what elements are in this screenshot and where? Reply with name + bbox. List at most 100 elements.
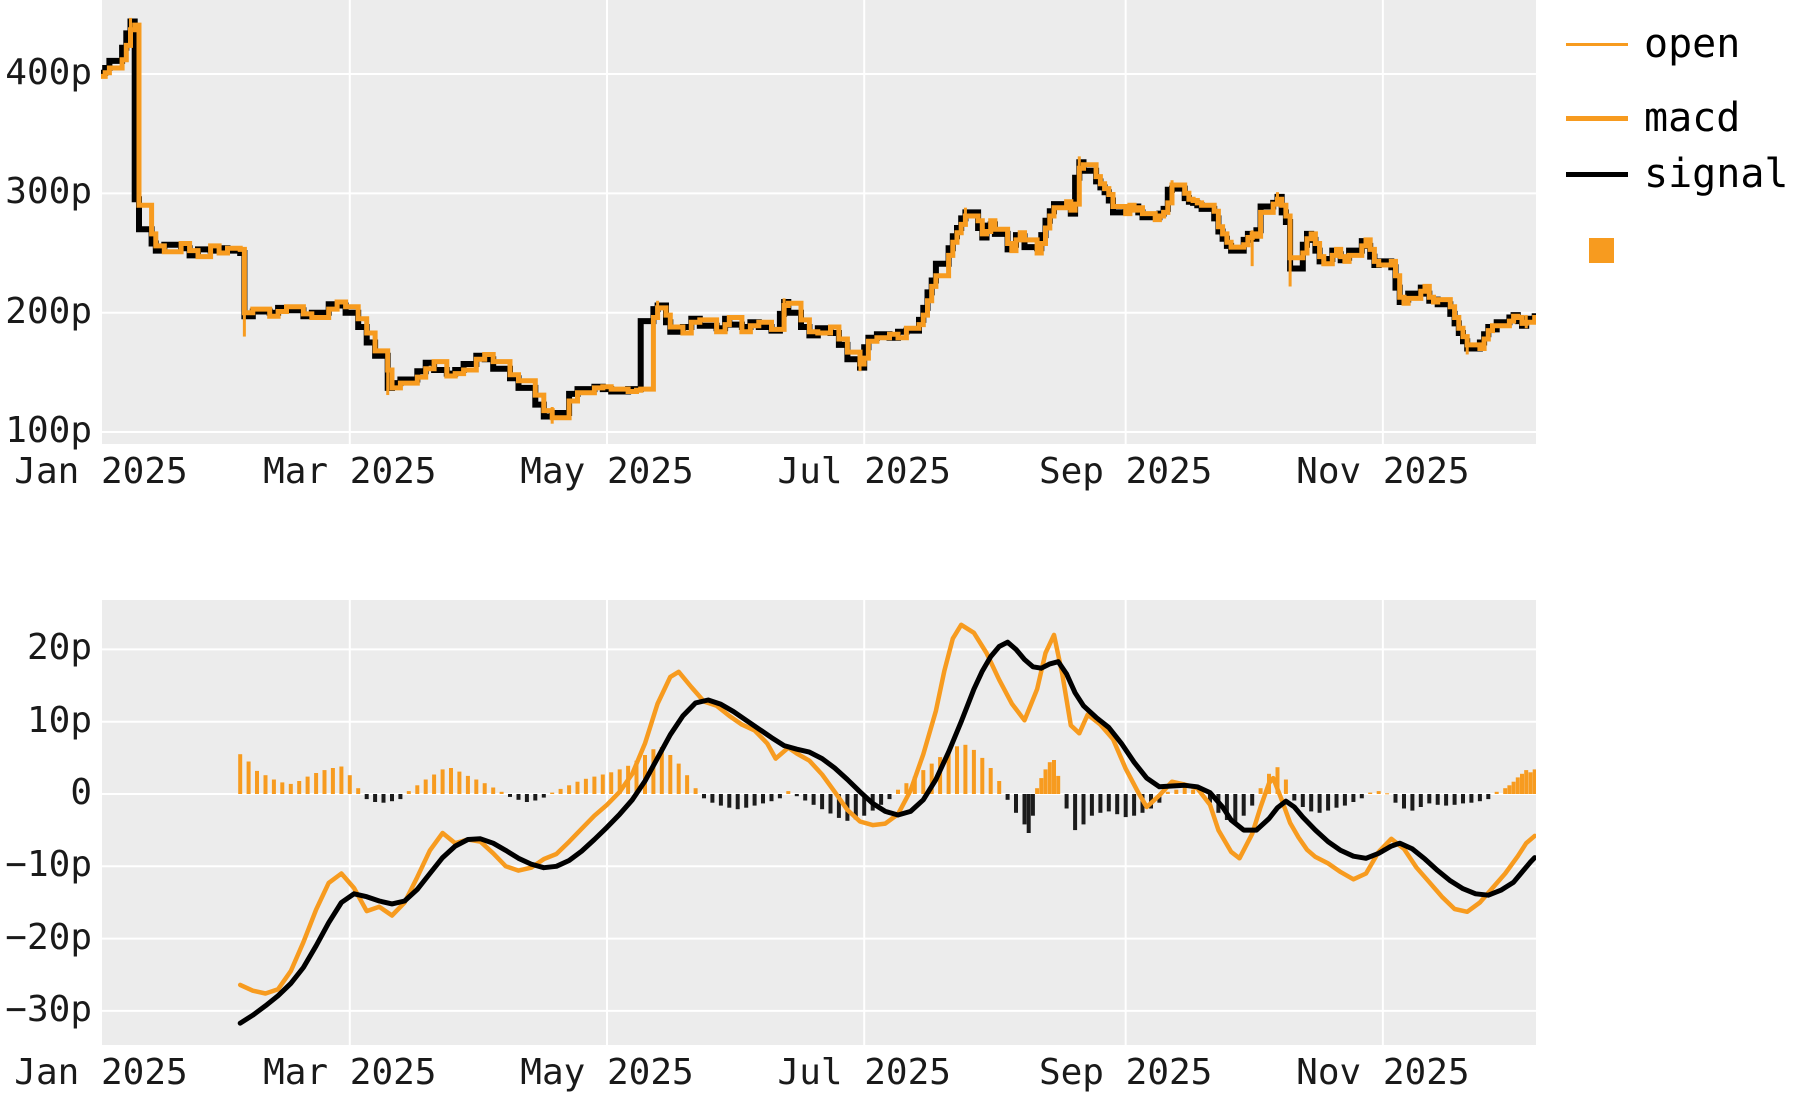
- histogram-bar: [558, 788, 563, 794]
- histogram-bar: [896, 789, 900, 794]
- histogram-bar: [1073, 794, 1078, 831]
- histogram-bar: [423, 779, 428, 794]
- histogram-bar: [1014, 794, 1018, 813]
- histogram-bar: [575, 781, 580, 794]
- histogram-bar: [482, 783, 487, 794]
- histogram-bar: [263, 775, 268, 794]
- histogram-bar: [1461, 794, 1465, 804]
- legend-label-open: open: [1644, 21, 1741, 67]
- histogram-bar: [1039, 778, 1044, 794]
- histogram-bar: [1300, 794, 1305, 807]
- histogram-bar: [1469, 794, 1474, 803]
- histogram-bar: [988, 768, 993, 794]
- histogram-bar: [1418, 794, 1423, 807]
- macd-y-tick-label: 20p: [26, 627, 92, 669]
- legend-label-macd: macd: [1644, 95, 1741, 141]
- histogram-bar: [769, 794, 774, 802]
- histogram-square-swatch: [1589, 238, 1614, 263]
- histogram-bar: [1056, 775, 1061, 794]
- macd-y-tick-label: −20p: [5, 916, 92, 958]
- histogram-bar: [1326, 794, 1331, 811]
- histogram-bar: [1444, 794, 1449, 806]
- histogram-bar: [1132, 794, 1137, 816]
- histogram-bar: [1528, 772, 1533, 794]
- histogram-bar: [550, 792, 555, 794]
- histogram-bar: [415, 785, 420, 794]
- histogram-bar: [255, 770, 259, 794]
- histogram-bar: [1081, 794, 1086, 825]
- price-y-tick-label: 300p: [5, 171, 92, 213]
- histogram-bar: [710, 794, 715, 803]
- histogram-bar: [1258, 788, 1263, 794]
- macd-line-swatch: [1566, 115, 1628, 121]
- histogram-bar: [432, 774, 437, 794]
- histogram-bar: [1047, 762, 1052, 794]
- histogram-bar: [803, 794, 808, 801]
- histogram-bar: [929, 763, 934, 794]
- macd-panel-series: [237, 622, 1536, 1026]
- histogram-bar: [1106, 794, 1111, 812]
- histogram-bar: [381, 794, 386, 803]
- histogram-bar: [668, 755, 673, 794]
- histogram-bar: [567, 785, 572, 794]
- histogram-bar: [1043, 769, 1048, 794]
- macd-histogram-bars: [238, 744, 1536, 833]
- price-panel-gridlines: [100, 0, 1536, 444]
- histogram-bar: [1385, 793, 1390, 795]
- histogram-bar: [491, 787, 496, 794]
- histogram-bar: [322, 770, 327, 794]
- histogram-bar: [1165, 791, 1170, 794]
- histogram-bar: [1191, 789, 1196, 794]
- histogram-bar: [398, 794, 403, 800]
- histogram-bar: [1368, 792, 1373, 794]
- histogram-bar: [1309, 794, 1314, 812]
- histogram-bar: [1030, 794, 1035, 816]
- price-x-tick-label: Jan 2025: [14, 451, 188, 492]
- histogram-bar: [617, 769, 622, 794]
- histogram-bar: [651, 749, 656, 794]
- histogram-bar: [305, 776, 310, 794]
- histogram-bar: [1511, 781, 1516, 794]
- histogram-bar: [1376, 791, 1381, 794]
- histogram-bar: [1393, 794, 1398, 803]
- histogram-bar: [980, 757, 985, 794]
- histogram-bar: [1022, 794, 1027, 825]
- histogram-bar: [288, 783, 293, 794]
- histogram-bar: [457, 771, 462, 794]
- price-x-tick-label: Sep 2025: [1038, 451, 1213, 492]
- price-x-tick-label: Jul 2025: [777, 451, 951, 492]
- histogram-bar: [1292, 794, 1297, 801]
- histogram-bar: [904, 783, 909, 794]
- open-line-swatch: [1566, 42, 1628, 46]
- histogram-bar: [971, 749, 976, 794]
- histogram-bar: [583, 778, 588, 794]
- histogram-bar: [1115, 794, 1120, 815]
- histogram-bar: [1402, 794, 1406, 809]
- histogram-bar: [1005, 794, 1010, 800]
- histogram-bar: [1410, 794, 1415, 811]
- macd-x-tick-label: May 2025: [520, 1052, 694, 1093]
- legend-label-signal: signal: [1644, 151, 1789, 197]
- histogram-bar: [693, 788, 698, 794]
- histogram-bar: [314, 773, 319, 794]
- histogram-bar: [524, 794, 529, 802]
- histogram-bar: [449, 768, 453, 794]
- histogram-bar: [1486, 794, 1491, 800]
- histogram-bar: [836, 794, 841, 818]
- histogram-bar: [1452, 794, 1457, 805]
- legend-item-macd: macd: [1566, 96, 1740, 140]
- histogram-bar: [1520, 773, 1524, 794]
- macd-panel-background: [100, 600, 1536, 1045]
- histogram-bar: [811, 794, 816, 805]
- price-x-tick-label: Nov 2025: [1296, 451, 1470, 492]
- histogram-bar: [1208, 794, 1212, 803]
- histogram-bar: [921, 770, 926, 794]
- histogram-bar: [533, 794, 538, 801]
- histogram-bar: [1089, 794, 1094, 816]
- histogram-bar: [364, 794, 369, 800]
- histogram-bar: [887, 794, 892, 800]
- histogram-bar: [752, 794, 757, 806]
- histogram-bar: [499, 791, 504, 794]
- histogram-bar: [1359, 794, 1364, 799]
